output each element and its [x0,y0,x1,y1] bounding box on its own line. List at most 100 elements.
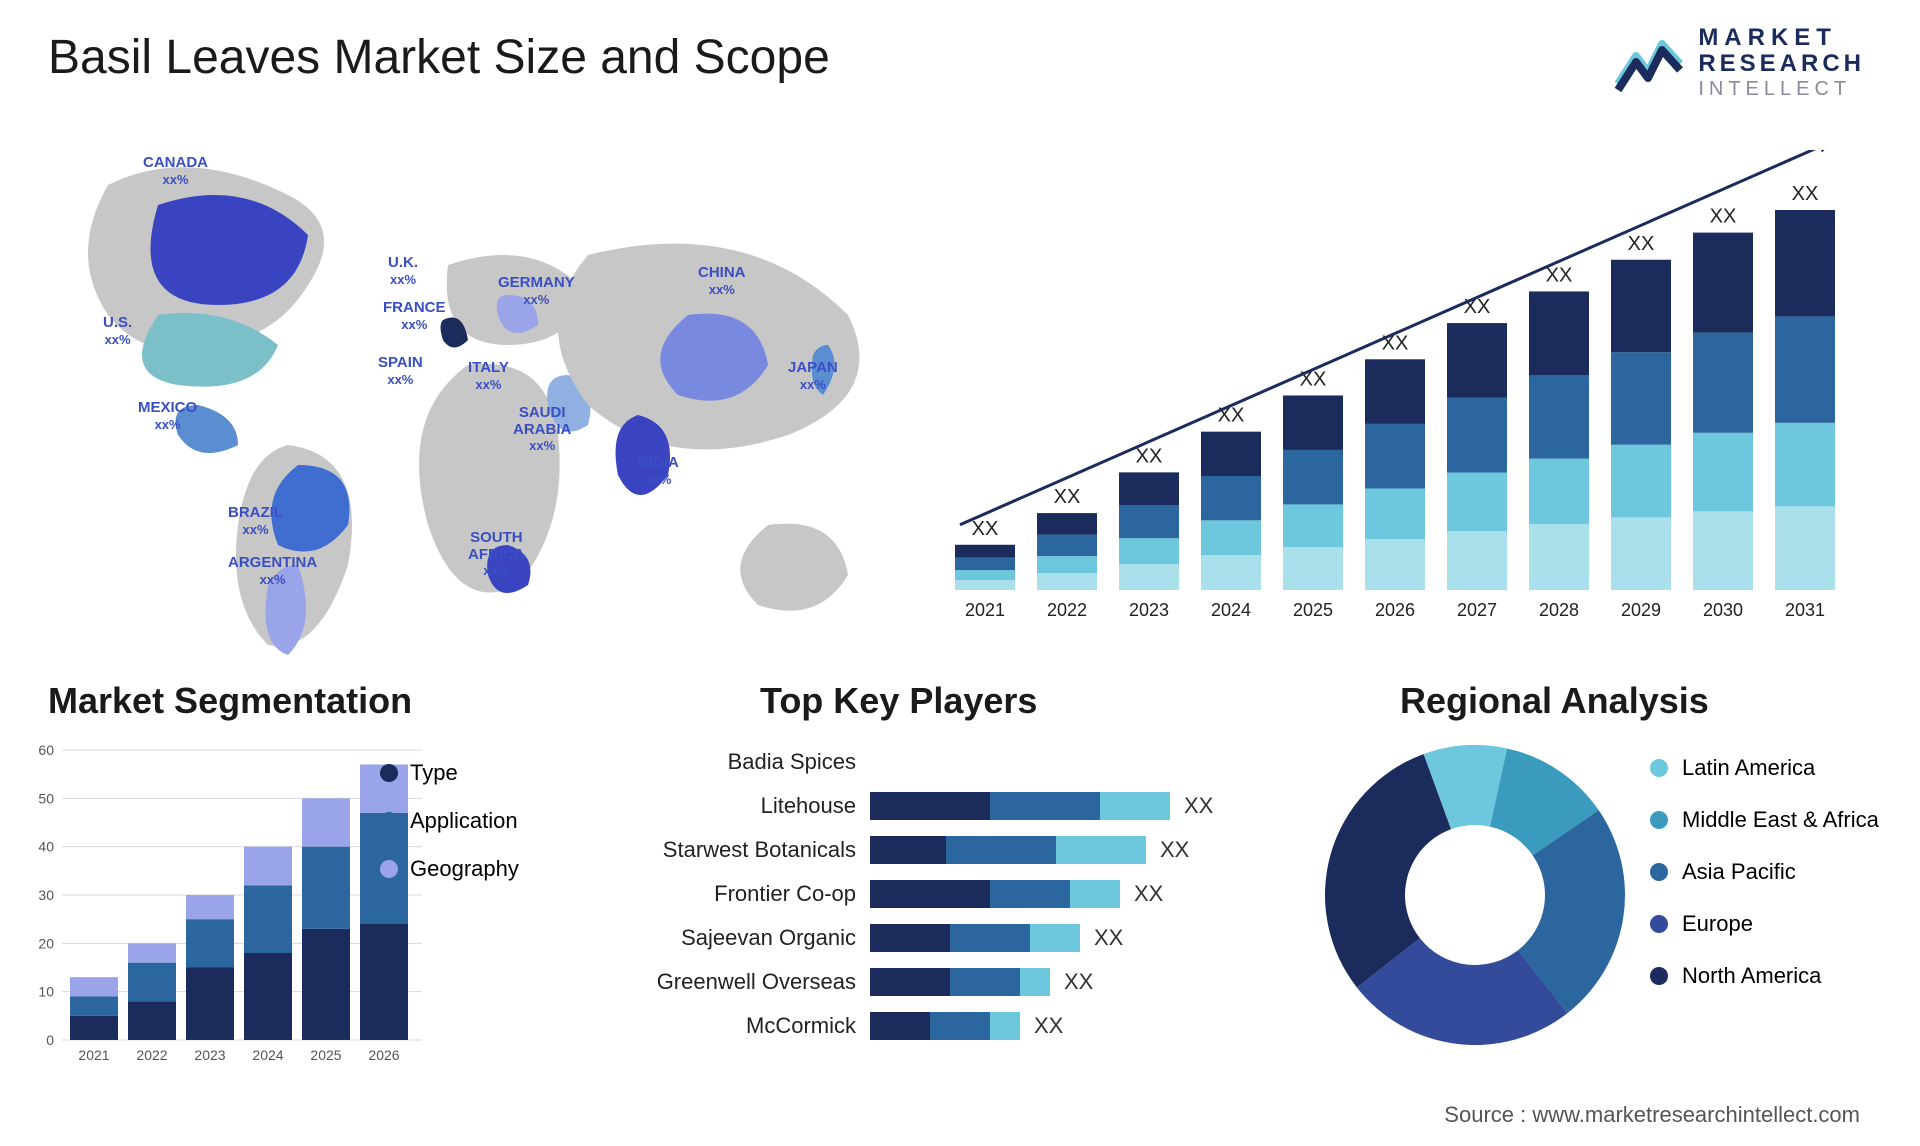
key-player-bar-seg [1070,880,1120,908]
y-tick-label: 20 [38,935,54,951]
key-player-bar [870,792,1170,820]
bar-x-label: 2029 [1621,600,1661,620]
bar-segment [955,557,1015,570]
key-player-bar-seg [1056,836,1146,864]
key-players-heading: Top Key Players [760,680,1037,722]
key-player-name: McCormick [640,1013,870,1039]
key-player-row: Starwest BotanicalsXX [640,828,1280,872]
seg-bar-segment [70,997,118,1016]
bar-segment [955,545,1015,558]
bar-segment [1119,472,1179,505]
key-player-value: XX [1134,881,1163,907]
key-player-bar-seg [930,1012,990,1040]
bar-x-label: 2027 [1457,600,1497,620]
regional-legend: Latin AmericaMiddle East & AfricaAsia Pa… [1650,755,1879,1015]
bar-segment [1611,352,1671,444]
y-tick-label: 40 [38,839,54,855]
seg-bar-segment [302,929,350,1040]
bar-segment [1529,459,1589,525]
y-tick-label: 60 [38,742,54,758]
map-label: MEXICOxx% [138,400,197,433]
bar-x-label: 2028 [1539,600,1579,620]
trend-arrowhead-icon [1817,150,1835,152]
key-player-bar-seg [870,924,950,952]
key-player-bar-seg [1100,792,1170,820]
regional-legend-item: Middle East & Africa [1650,807,1879,833]
seg-bar-segment [302,798,350,846]
regional-legend-item: North America [1650,963,1879,989]
map-label: INDIAxx% [638,455,679,488]
key-player-bar-seg [870,1012,930,1040]
key-player-bar [870,924,1080,952]
key-player-bar-seg [1030,924,1080,952]
logo-word-2: RESEARCH [1698,51,1865,77]
market-size-chart: XX2021XX2022XX2023XX2024XX2025XX2026XX20… [945,150,1865,640]
bar-segment [1119,505,1179,538]
bar-segment [1037,573,1097,590]
logo-word-1: MARKET [1698,25,1865,51]
bar-segment [1119,564,1179,590]
bar-segment [1201,520,1261,555]
bar-x-label: 2026 [1375,600,1415,620]
bar-segment [1693,511,1753,590]
key-player-bar-seg [990,880,1070,908]
bar-x-label: 2024 [1211,600,1251,620]
key-player-name: Litehouse [640,793,870,819]
seg-bar-segment [70,1016,118,1040]
key-player-row: Sajeevan Organic XX [640,916,1280,960]
bar-x-label: 2021 [965,600,1005,620]
bar-segment [1447,398,1507,473]
map-label: ITALYxx% [468,360,509,393]
seg-x-label: 2025 [310,1047,341,1063]
regional-legend-item: Asia Pacific [1650,859,1879,885]
y-tick-label: 0 [46,1032,54,1048]
map-label: SOUTHAFRICAxx% [468,530,525,580]
map-label: ARGENTINAxx% [228,555,317,588]
regional-donut-svg [1320,740,1630,1050]
bar-segment [1529,291,1589,375]
bar-segment [1611,260,1671,352]
bar-x-label: 2023 [1129,600,1169,620]
bar-value-label: XX [1136,445,1163,467]
key-player-value: XX [1160,837,1189,863]
map-label: CANADAxx% [143,155,208,188]
key-player-name: Sajeevan Organic [640,925,870,951]
seg-x-label: 2026 [368,1047,399,1063]
map-label: FRANCExx% [383,300,446,333]
y-tick-label: 10 [38,984,54,1000]
bar-value-label: XX [1792,183,1819,205]
key-player-row: Badia Spices [640,740,1280,784]
bar-segment [1365,488,1425,539]
seg-legend-item: Application [380,808,519,834]
bar-segment [1693,433,1753,512]
key-player-row: Greenwell OverseasXX [640,960,1280,1004]
bar-x-label: 2022 [1047,600,1087,620]
key-player-bar-seg [870,836,946,864]
bar-segment [1611,517,1671,590]
bar-segment [1037,535,1097,557]
segmentation-heading: Market Segmentation [48,680,412,722]
bar-segment [1283,547,1343,590]
bar-value-label: XX [972,518,999,540]
seg-x-label: 2021 [78,1047,109,1063]
bar-value-label: XX [1054,486,1081,508]
bar-segment [1283,504,1343,547]
key-player-bar-seg [950,968,1020,996]
bar-segment [1775,316,1835,422]
key-player-bar [870,1012,1020,1040]
bar-segment [1447,531,1507,590]
bar-value-label: XX [1628,233,1655,255]
key-player-bar [870,968,1050,996]
key-player-bar-seg [870,968,950,996]
seg-bar-segment [70,977,118,996]
key-player-bar-seg [870,880,990,908]
bar-segment [1775,506,1835,590]
y-tick-label: 30 [38,887,54,903]
bar-segment [1693,333,1753,433]
key-player-name: Frontier Co-op [640,881,870,907]
key-player-value: XX [1094,925,1123,951]
seg-bar-segment [186,919,234,967]
bar-value-label: XX [1300,368,1327,390]
key-player-bar-seg [990,792,1100,820]
seg-bar-segment [244,885,292,953]
